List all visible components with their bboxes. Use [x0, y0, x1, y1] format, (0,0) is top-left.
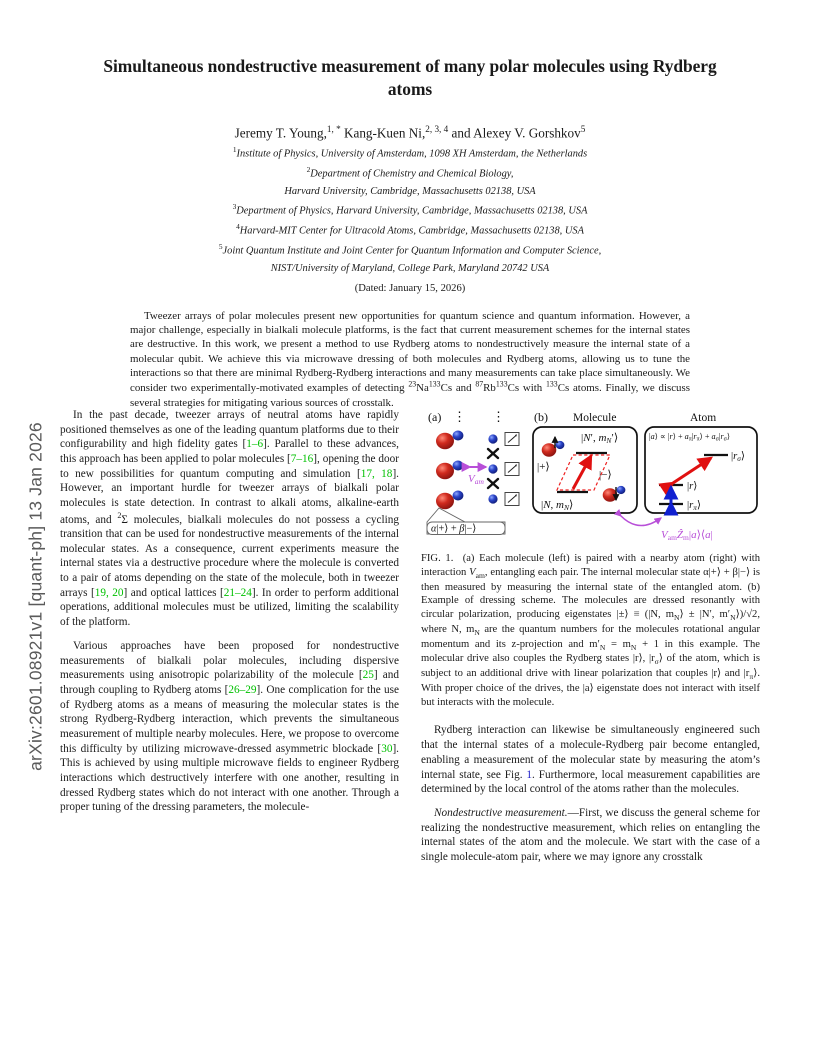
dressed-state-label: |a⟩ ∝ |r⟩ + aπ|rπ⟩ + aσ|rσ⟩	[649, 432, 730, 443]
molecule-title: Molecule	[573, 412, 616, 424]
coupling-label: VamẐm|a⟩⟨a|	[661, 529, 713, 542]
state-minus-label: |−⟩	[599, 469, 612, 481]
state-upper-label: |N′, mN′⟩	[581, 432, 618, 445]
atom-1	[488, 434, 498, 444]
atom-3	[488, 494, 498, 504]
r-sigma-label: |rσ⟩	[731, 450, 745, 463]
blockade-x-2	[486, 477, 500, 490]
paragraph: Nondestructive measurement.—First, we di…	[421, 806, 760, 863]
affiliation-3: 3Department of Physics, Harvard Universi…	[232, 202, 588, 217]
r-pi-label: |rπ⟩	[687, 499, 701, 512]
affiliation-5b: NIST/University of Maryland, College Par…	[270, 262, 550, 274]
molecule-3	[436, 490, 464, 510]
panel-b-label: (b)	[534, 410, 548, 424]
figure-caption: FIG. 1. (a) Each molecule (left) is pair…	[421, 552, 760, 709]
sigma-drive-arrow	[658, 456, 714, 497]
body-columns: In the past decade, tweezer arrays of ne…	[60, 408, 760, 1008]
affiliation-1: 1Institute of Physics, University of Ams…	[232, 145, 588, 160]
abstract: Tweezer arrays of polar molecules presen…	[130, 309, 690, 410]
molecule-icon-plus	[541, 435, 565, 457]
state-lower-label: |N, mN⟩	[541, 499, 573, 512]
dated-line: (Dated: January 15, 2026)	[354, 283, 466, 294]
panel-a-label: (a)	[428, 410, 441, 424]
molecule-1	[436, 430, 464, 450]
atom-2	[488, 464, 498, 474]
abstract-text: Tweezer arrays of polar molecules presen…	[130, 310, 690, 409]
paragraph: Rydberg interaction can likewise be simu…	[421, 724, 760, 796]
dressing-parallelogram	[556, 454, 611, 491]
paragraph: Various approaches have been proposed fo…	[60, 639, 399, 814]
detector-3	[504, 492, 520, 506]
state-plus-label: |+⟩	[537, 461, 550, 473]
molecular-drive-arrow	[571, 453, 593, 490]
blockade-x-1	[486, 447, 500, 460]
paragraph: In the past decade, tweezer arrays of ne…	[60, 409, 399, 629]
atom-title: Atom	[690, 412, 716, 424]
figure-caption-text: (a) Each molecule (left) is paired with …	[421, 553, 761, 708]
paper-header: Simultaneous nondestructive measurement …	[60, 55, 760, 410]
figure-caption-label: FIG. 1.	[421, 553, 454, 564]
page-title: Simultaneous nondestructive measurement …	[103, 56, 717, 99]
v-am-label: Vam	[468, 473, 484, 486]
affiliation-5: 5Joint Quantum Institute and Joint Cente…	[218, 241, 602, 257]
affiliation-2: 2Department of Chemistry and Chemical Bi…	[306, 164, 514, 180]
detector-1	[504, 432, 520, 446]
ellipsis-atoms: ⋮	[492, 409, 505, 424]
right-column: (a) ⋮ ⋮	[421, 408, 760, 865]
figure-1: (a) ⋮ ⋮	[421, 408, 760, 544]
affiliation-2b: Harvard University, Cambridge, Massachus…	[284, 185, 536, 197]
r-label: |r⟩	[687, 480, 697, 492]
left-column: In the past decade, tweezer arrays of ne…	[60, 408, 399, 815]
molecule-2	[436, 460, 464, 480]
molecule-icon-minus	[602, 485, 626, 502]
affiliation-4: 4Harvard-MIT Center for Ultracold Atoms,…	[236, 221, 584, 237]
author-list: Jeremy T. Young,1, * Kang-Kuen Ni,2, 3, …	[234, 123, 586, 141]
ellipsis-molecules: ⋮	[453, 409, 466, 424]
coupling-arc	[613, 508, 662, 527]
detector-2	[504, 462, 520, 476]
arxiv-stamp: arXiv:2601.08921v1 [quant-ph] 13 Jan 202…	[25, 422, 46, 771]
superposition-label: α|+⟩ + β|−⟩	[431, 524, 476, 535]
